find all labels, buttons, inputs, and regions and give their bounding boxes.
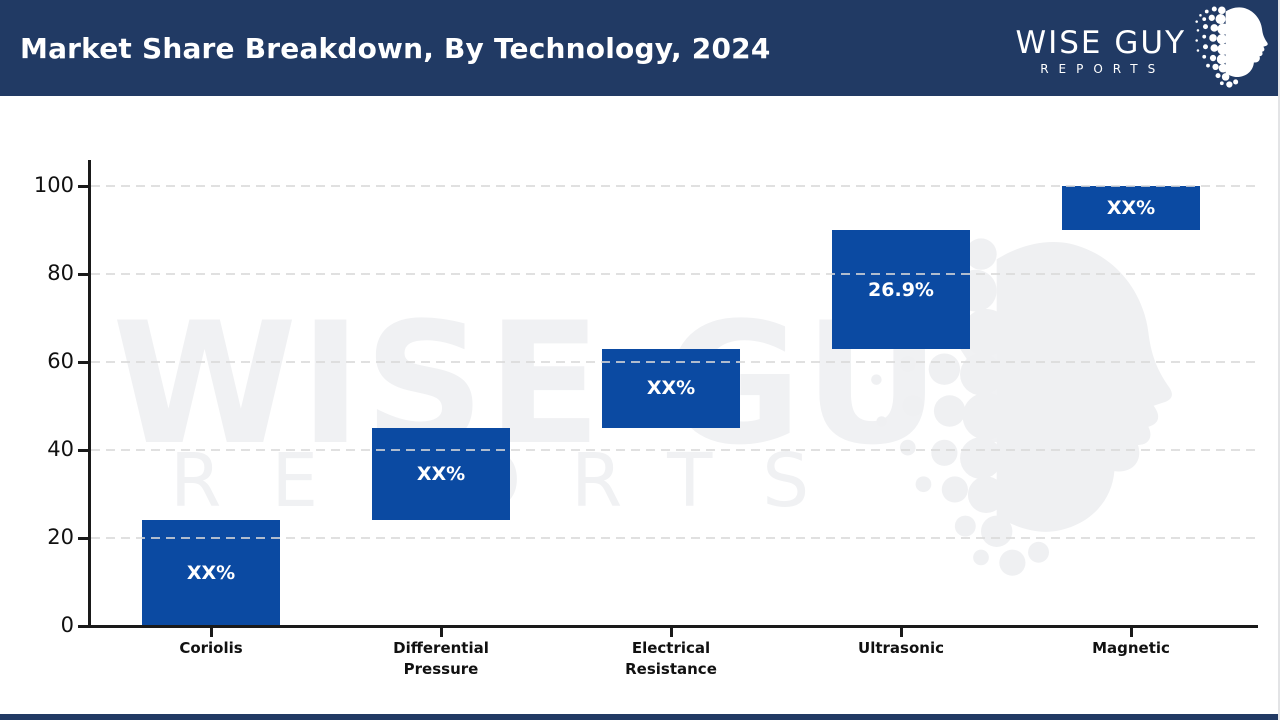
bar: 26.9% (832, 230, 970, 349)
y-tick-label: 80 (47, 261, 74, 285)
x-tick (670, 628, 673, 637)
logo-text: WISE GUY REPORTS (1015, 27, 1186, 76)
page-title: Market Share Breakdown, By Technology, 2… (20, 31, 771, 65)
y-tick (78, 449, 88, 452)
waterfall-chart: WISE GUY REPORTS 0 20 40 60 80 100 XX% Coriolis… (0, 96, 1278, 714)
y-tick-label: 20 (47, 525, 74, 549)
x-tick (900, 628, 903, 637)
bar-value-label: XX% (416, 463, 466, 486)
header: Market Share Breakdown, By Technology, 2… (0, 0, 1278, 96)
y-tick-label: 0 (60, 613, 74, 637)
wiseguy-logo: WISE GUY REPORTS (1015, 4, 1272, 92)
bar-value-label: XX% (186, 562, 236, 585)
footer-bar (0, 714, 1278, 720)
y-tick (78, 625, 88, 628)
bar: XX% (1062, 186, 1200, 231)
x-tick (1130, 628, 1133, 637)
bar-value-label: 26.9% (868, 278, 934, 301)
x-tick-label: Differential Pressure (393, 639, 489, 678)
y-tick-label: 40 (47, 437, 74, 461)
x-tick (440, 628, 443, 637)
x-axis-line (88, 625, 1258, 628)
y-tick-label: 100 (33, 173, 74, 197)
gridline (91, 185, 1258, 187)
gridline (91, 273, 1258, 275)
y-tick-label: 60 (47, 349, 74, 373)
x-tick-label: Electrical Resistance (625, 639, 717, 678)
bar-value-label: XX% (1106, 197, 1156, 220)
logo-wordmark: WISE GUY (1015, 24, 1186, 61)
x-tick-label: Ultrasonic (858, 639, 944, 657)
gridline (91, 537, 1258, 539)
gridline (91, 361, 1258, 363)
gridline (91, 449, 1258, 451)
x-tick-label: Coriolis (179, 639, 243, 657)
x-tick-label: Magnetic (1092, 639, 1170, 657)
bar: XX% (372, 428, 510, 521)
logo-subtext: REPORTS (1040, 61, 1166, 76)
y-axis-line (88, 160, 91, 628)
y-tick (78, 361, 88, 364)
y-tick (78, 273, 88, 276)
y-tick (78, 537, 88, 540)
y-tick (78, 185, 88, 188)
x-tick (210, 628, 213, 637)
bar-value-label: XX% (646, 377, 696, 400)
